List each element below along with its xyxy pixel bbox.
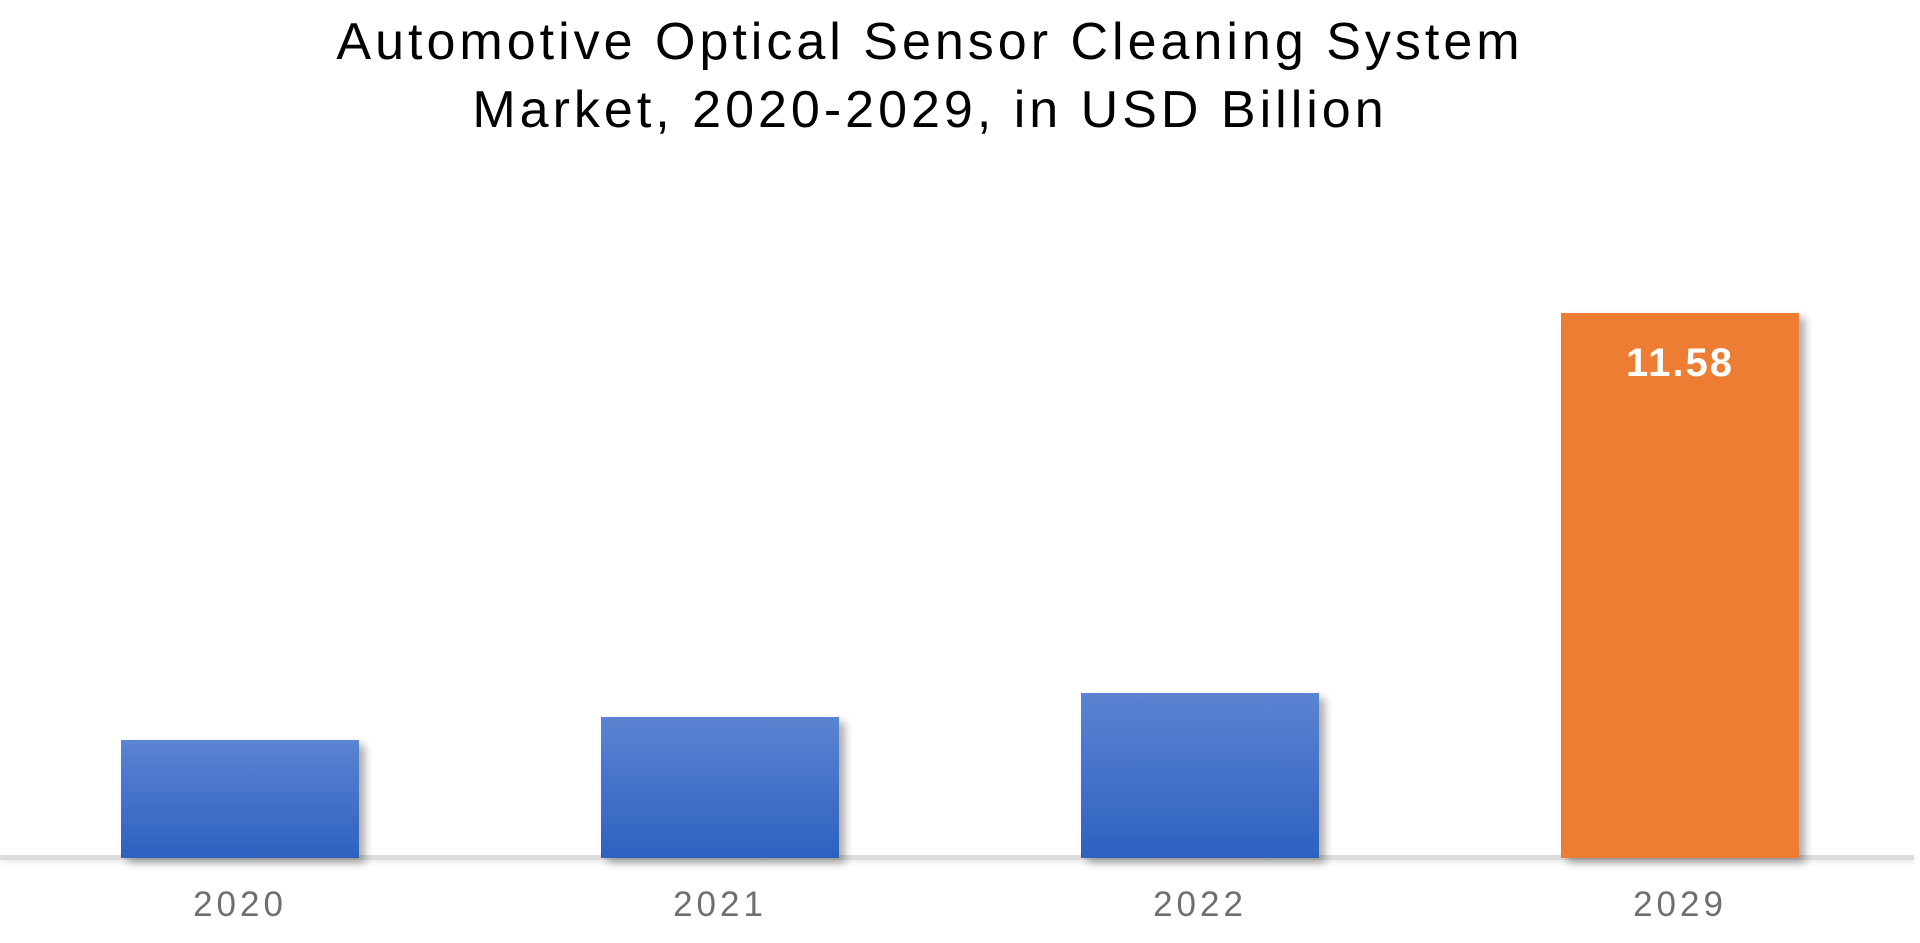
x-tick-label-2029: 2029 [1633,885,1727,924]
x-axis-line [0,855,1914,860]
chart-title-line-2: Market, 2020-2029, in USD Billion [472,81,1388,139]
data-label-2029: 11.58 [1626,341,1734,385]
bar-2029: 11.58 [1561,313,1799,858]
x-tick-label-2022: 2022 [1153,885,1247,924]
x-tick-label-2020: 2020 [193,885,287,924]
x-tick-label-2021: 2021 [673,885,767,924]
bar-2021 [601,717,839,858]
chart-title: Automotive Optical Sensor Cleaning Syste… [0,8,1860,144]
bar-2022 [1081,693,1319,858]
chart-title-line-1: Automotive Optical Sensor Cleaning Syste… [336,13,1524,71]
bar-2020 [121,740,359,858]
